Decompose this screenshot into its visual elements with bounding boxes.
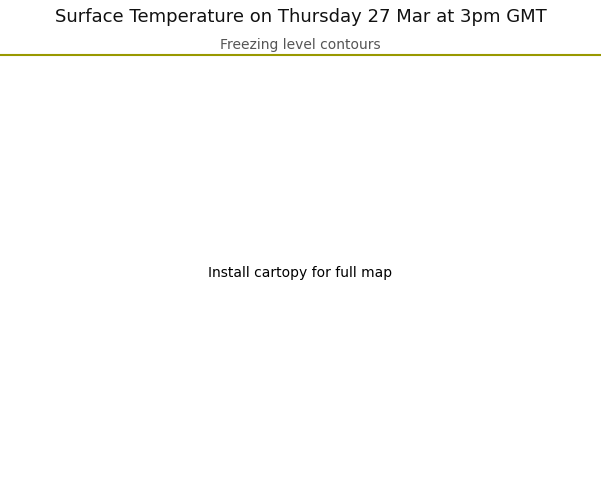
Text: Install cartopy for full map: Install cartopy for full map	[209, 266, 392, 280]
Text: Surface Temperature on Thursday 27 Mar at 3pm GMT: Surface Temperature on Thursday 27 Mar a…	[55, 8, 546, 26]
Text: Freezing level contours: Freezing level contours	[220, 38, 381, 52]
